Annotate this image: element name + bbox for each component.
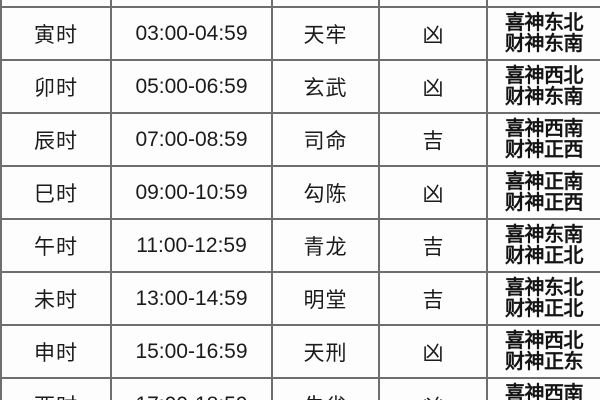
joy-god-direction: 喜神西南 <box>505 382 584 400</box>
direction-stack: 喜神西北 财神正东 <box>490 326 598 377</box>
cell-duty-god: 勾陈 <box>271 165 380 220</box>
joy-god-direction: 喜神西北 <box>505 64 584 87</box>
cell-duty-god: 朱雀 <box>271 377 380 400</box>
cell-directions: 喜神西南 财神正东 <box>486 377 600 400</box>
joy-god-direction: 喜神东北 <box>505 276 584 299</box>
table-row[interactable]: 卯时 05:00-06:59 玄武 凶 喜神西北 财神东南 <box>0 59 600 114</box>
cell-fortune: 凶 <box>378 165 488 220</box>
cell-time-branch: 巳时 <box>0 165 112 220</box>
cell-directions: 喜神东北 财神正北 <box>486 271 600 326</box>
cell-fortune: 凶 <box>378 6 488 61</box>
cell-directions: 喜神东北 财神东南 <box>486 6 600 61</box>
cell-time-branch: 未时 <box>0 271 112 326</box>
cell-time-branch: 丑时 <box>0 0 112 8</box>
wealth-god-direction: 财神正西 <box>505 191 584 214</box>
cell-fortune: 吉 <box>378 112 488 167</box>
table-row[interactable]: 巳时 09:00-10:59 勾陈 凶 喜神正南 财神正西 <box>0 165 600 220</box>
cell-fortune: 吉 <box>378 271 488 326</box>
cell-directions: 喜神东北 财神正南 <box>486 0 600 8</box>
direction-stack: 喜神正南 财神正西 <box>490 167 598 218</box>
joy-god-direction: 喜神东南 <box>505 223 584 246</box>
cell-time-range: 13:00-14:59 <box>110 271 273 326</box>
wealth-god-direction: 财神正西 <box>505 138 584 161</box>
wealth-god-direction: 财神正东 <box>505 350 584 373</box>
table-row[interactable]: 酉时 17:00-18:59 朱雀 凶 喜神西南 财神正东 <box>0 377 600 400</box>
cell-fortune: 凶 <box>378 0 488 8</box>
cell-fortune: 吉 <box>378 218 488 273</box>
cell-duty-god: 天牢 <box>271 6 380 61</box>
table-row[interactable]: 午时 11:00-12:59 青龙 吉 喜神东南 财神正北 <box>0 218 600 273</box>
cell-fortune: 凶 <box>378 59 488 114</box>
cell-duty-god: 青龙 <box>271 218 380 273</box>
direction-stack: 喜神东北 财神正南 <box>490 0 598 6</box>
cell-duty-god: 白虎 <box>271 0 380 8</box>
cell-time-branch: 寅时 <box>0 6 112 61</box>
cell-duty-god: 明堂 <box>271 271 380 326</box>
direction-stack: 喜神西南 财神正西 <box>490 114 598 165</box>
table-row[interactable]: 丑时 01:00-02:59 白虎 凶 喜神东北 财神正南 <box>0 0 600 8</box>
cell-directions: 喜神西南 财神正西 <box>486 112 600 167</box>
cell-fortune: 凶 <box>378 377 488 400</box>
table-row[interactable]: 申时 15:00-16:59 天刑 凶 喜神西北 财神正东 <box>0 324 600 379</box>
table-row[interactable]: 寅时 03:00-04:59 天牢 凶 喜神东北 财神东南 <box>0 6 600 61</box>
joy-god-direction: 喜神东北 <box>505 11 584 34</box>
cell-time-branch: 申时 <box>0 324 112 379</box>
joy-god-direction: 喜神正南 <box>505 170 584 193</box>
cell-time-branch: 卯时 <box>0 59 112 114</box>
cell-time-branch: 辰时 <box>0 112 112 167</box>
cell-time-range: 05:00-06:59 <box>110 59 273 114</box>
wealth-god-direction: 财神东南 <box>505 85 584 108</box>
cell-time-range: 07:00-08:59 <box>110 112 273 167</box>
cell-directions: 喜神东南 财神正北 <box>486 218 600 273</box>
direction-stack: 喜神东北 财神东南 <box>490 8 598 59</box>
wealth-god-direction: 财神正北 <box>505 297 584 320</box>
table-row[interactable]: 未时 13:00-14:59 明堂 吉 喜神东北 财神正北 <box>0 271 600 326</box>
wealth-god-direction: 财神正北 <box>505 244 584 267</box>
cell-directions: 喜神正南 财神正西 <box>486 165 600 220</box>
cell-time-range: 09:00-10:59 <box>110 165 273 220</box>
cell-time-range: 03:00-04:59 <box>110 6 273 61</box>
wealth-god-direction: 财神正南 <box>505 0 584 2</box>
cell-time-range: 11:00-12:59 <box>110 218 273 273</box>
cell-directions: 喜神西北 财神正东 <box>486 324 600 379</box>
cell-duty-god: 玄武 <box>271 59 380 114</box>
joy-god-direction: 喜神西南 <box>505 117 584 140</box>
cell-time-branch: 午时 <box>0 218 112 273</box>
joy-god-direction: 喜神西北 <box>505 329 584 352</box>
cell-time-range: 17:00-18:59 <box>110 377 273 400</box>
direction-stack: 喜神西南 财神正东 <box>490 379 598 400</box>
cell-duty-god: 天刑 <box>271 324 380 379</box>
cell-time-range: 15:00-16:59 <box>110 324 273 379</box>
cell-fortune: 凶 <box>378 324 488 379</box>
cell-time-range: 01:00-02:59 <box>110 0 273 8</box>
cell-duty-god: 司命 <box>271 112 380 167</box>
cell-directions: 喜神西北 财神东南 <box>486 59 600 114</box>
cell-time-branch: 酉时 <box>0 377 112 400</box>
table-row[interactable]: 辰时 07:00-08:59 司命 吉 喜神西南 财神正西 <box>0 112 600 167</box>
direction-stack: 喜神西北 财神东南 <box>490 61 598 112</box>
direction-stack: 喜神东南 财神正北 <box>490 220 598 271</box>
direction-stack: 喜神东北 财神正北 <box>490 273 598 324</box>
wealth-god-direction: 财神东南 <box>505 32 584 55</box>
